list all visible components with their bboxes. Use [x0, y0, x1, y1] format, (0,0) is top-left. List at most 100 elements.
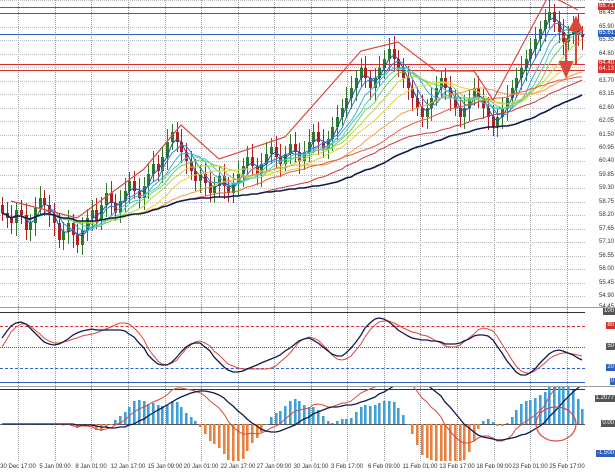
macd-histogram-bar [378, 403, 381, 424]
candle-body [20, 210, 23, 215]
stochastic-panel: 100 80 50 20 0 [0, 307, 615, 387]
macd-histogram-bar [492, 422, 495, 424]
macd-histogram-bar [336, 421, 339, 424]
price-gridline-13 [0, 175, 585, 176]
macd-histogram-bar [577, 399, 580, 424]
macd-histogram-bar [270, 417, 273, 424]
price-gridline-21 [0, 283, 585, 284]
ma-line-12 [1, 30, 583, 226]
macd-histogram-bar [529, 400, 532, 424]
x-tick-label-12: 13 Feb 17:00 [439, 464, 475, 470]
candle-body [459, 108, 462, 117]
stoch-level-80 [0, 326, 585, 327]
macd-histogram-bar [364, 405, 367, 424]
price-y-label-19: 56.55 [598, 253, 614, 259]
macd-histogram-bar [444, 424, 447, 461]
macd-y-axis: 1.2077 0.00 -1.500 [585, 387, 615, 473]
vertical-gridline-10 [384, 0, 385, 307]
macd-histogram-bar [402, 415, 405, 424]
candle-body [567, 34, 570, 42]
candle-body [119, 201, 122, 213]
vertical-gridline-11 [420, 0, 421, 307]
candle-body [76, 235, 79, 245]
macd-histogram-bar [256, 424, 259, 438]
price-y-label-16: 58.20 [598, 212, 614, 218]
candle-body [100, 205, 103, 220]
macd-histogram-bar [157, 405, 160, 424]
macd-histogram-bar [124, 412, 127, 424]
price-y-label-0: 67.00 [598, 0, 614, 3]
macd-histogram-bar [459, 424, 462, 461]
candle-body [322, 142, 325, 149]
candle-body [374, 78, 377, 88]
price-tag-1: 65.61 [597, 30, 615, 37]
x-tick-label-15: 25 Feb 17:00 [549, 464, 585, 470]
macd-histogram-bar [237, 424, 240, 461]
x-tick-label-5: 20 Jan 01:00 [183, 464, 219, 470]
price-level-line-4 [0, 70, 585, 71]
price-y-label-15: 58.75 [598, 199, 614, 205]
stoch-tag-3: 20 [606, 364, 615, 371]
macd-histogram-bar [232, 424, 235, 461]
price-gridline-5 [0, 67, 585, 68]
candle-body [190, 161, 193, 171]
candle-body [105, 193, 108, 205]
price-plot-area [0, 0, 585, 307]
candle-body [81, 230, 84, 245]
candle-body [496, 117, 499, 127]
x-tick-label-2: 8 Jan 01:00 [75, 464, 107, 470]
ma-line-20 [1, 55, 583, 222]
candle-body [213, 186, 216, 193]
candle-body [138, 191, 141, 198]
price-gridline-11 [0, 148, 585, 149]
candle-body [199, 174, 202, 181]
ma-line-40 [1, 76, 582, 222]
macd-histogram-bar [72, 424, 75, 426]
candle-body [350, 88, 353, 98]
candle-body [218, 176, 221, 186]
candle-body [10, 218, 13, 223]
macd-histogram-bar [430, 424, 433, 460]
macd-histogram-bar [218, 424, 221, 448]
vertical-gridline-9 [347, 0, 348, 307]
price-gridline-10 [0, 135, 585, 136]
macd-histogram-bar [369, 406, 372, 424]
x-tick-label-14: 23 Feb 01:00 [512, 464, 548, 470]
price-tag-2: 64.40 [597, 60, 615, 67]
macd-histogram-bar [416, 424, 419, 445]
price-gridline-3 [0, 40, 585, 41]
candle-body [378, 68, 381, 78]
candle-body [58, 223, 61, 240]
candle-body [525, 59, 528, 68]
candle-body [294, 144, 297, 152]
macd-plot-area [0, 387, 585, 461]
macd-histogram-bar [312, 407, 315, 424]
macd-highlight-circle [535, 406, 577, 442]
macd-signal-line [2, 387, 580, 441]
macd-histogram-bar [138, 400, 141, 424]
vertical-gridline-13 [494, 0, 495, 307]
candle-body [511, 88, 514, 98]
stochastic-plot-area [0, 308, 585, 386]
vertical-gridline-12 [457, 0, 458, 307]
vertical-gridline-3 [128, 0, 129, 307]
macd-histogram-bar [143, 401, 146, 424]
candle-body [581, 34, 584, 37]
candle-body [529, 49, 532, 59]
macd-histogram-bar [166, 405, 169, 424]
zigzag-overlay [10, 0, 579, 219]
macd-histogram-bar [76, 424, 79, 428]
stoch-level-0 [0, 382, 585, 383]
price-y-label-21: 55.45 [598, 280, 614, 286]
macd-histogram-bar [185, 413, 188, 424]
candle-body [477, 88, 480, 98]
candle-body [176, 132, 179, 142]
macd-line [2, 387, 558, 444]
stochastic-lines [1, 317, 583, 376]
macd-histogram-bar [553, 387, 556, 424]
candle-body [558, 22, 561, 32]
x-tick-label-13: 18 Feb 09:00 [476, 464, 512, 470]
candle-body [284, 154, 287, 164]
macd-panel: 1.2077 0.00 -1.500 30 Dec 17:00 5 Jan 09:00… [0, 386, 615, 473]
macd-histogram-bar [511, 417, 514, 424]
